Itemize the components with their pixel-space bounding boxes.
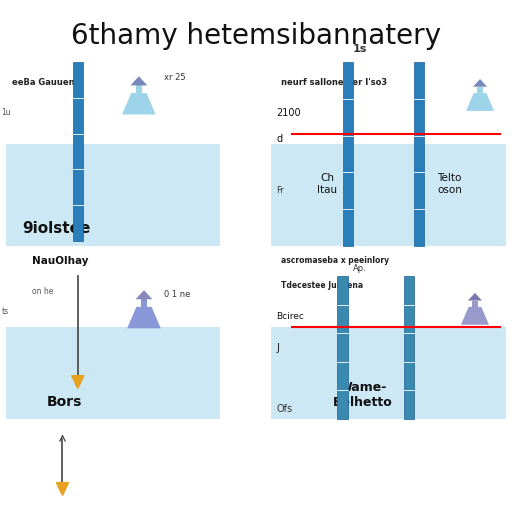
Text: Wame-
Belhetto: Wame- Belhetto (333, 381, 393, 409)
Text: neurf salloneleer I'so3: neurf salloneleer I'so3 (282, 78, 388, 87)
Bar (337, 276, 348, 419)
Bar (343, 62, 353, 246)
Bar (141, 300, 147, 307)
Polygon shape (127, 307, 161, 328)
Text: eeBa Gauueny:: eeBa Gauueny: (12, 78, 83, 87)
Text: Ap.: Ap. (353, 264, 367, 273)
Polygon shape (131, 76, 147, 86)
Text: 1u: 1u (2, 109, 11, 117)
Text: Bcirec: Bcirec (276, 312, 304, 321)
FancyBboxPatch shape (271, 144, 505, 246)
Polygon shape (473, 79, 487, 87)
Polygon shape (122, 93, 156, 115)
Text: Tdecestee Junyena: Tdecestee Junyena (282, 282, 364, 290)
Polygon shape (468, 293, 482, 301)
Polygon shape (461, 307, 489, 325)
Text: d: d (276, 134, 283, 144)
Bar (472, 301, 478, 307)
Text: on he: on he (32, 287, 53, 295)
Text: 2100: 2100 (276, 109, 301, 118)
Polygon shape (136, 290, 153, 300)
Text: Telto
oson: Telto oson (437, 173, 462, 195)
Text: 1s: 1s (353, 45, 367, 54)
Bar (403, 276, 414, 419)
Polygon shape (56, 483, 69, 495)
FancyBboxPatch shape (7, 327, 220, 419)
FancyBboxPatch shape (7, 144, 220, 246)
Text: xr 25: xr 25 (164, 73, 186, 82)
Text: J: J (276, 343, 279, 353)
Text: ascromaseba x peeinlory: ascromaseba x peeinlory (282, 256, 390, 265)
Text: Bors: Bors (47, 395, 82, 409)
Text: 9iolstee: 9iolstee (22, 221, 90, 236)
Text: Ofs: Ofs (276, 404, 292, 414)
Text: ts: ts (2, 307, 9, 316)
Bar (136, 86, 142, 93)
Text: Fr: Fr (276, 186, 284, 195)
Text: Ch
Itau: Ch Itau (317, 173, 337, 195)
Bar (73, 62, 83, 241)
Text: 0 1 ne: 0 1 ne (164, 290, 190, 298)
Text: NauOlhay: NauOlhay (32, 256, 89, 266)
Polygon shape (466, 93, 494, 111)
Text: 6thamy hetemsibannatery: 6thamy hetemsibannatery (71, 22, 441, 50)
Bar (414, 62, 424, 246)
Polygon shape (72, 376, 84, 389)
FancyBboxPatch shape (271, 327, 505, 419)
Bar (477, 87, 483, 93)
